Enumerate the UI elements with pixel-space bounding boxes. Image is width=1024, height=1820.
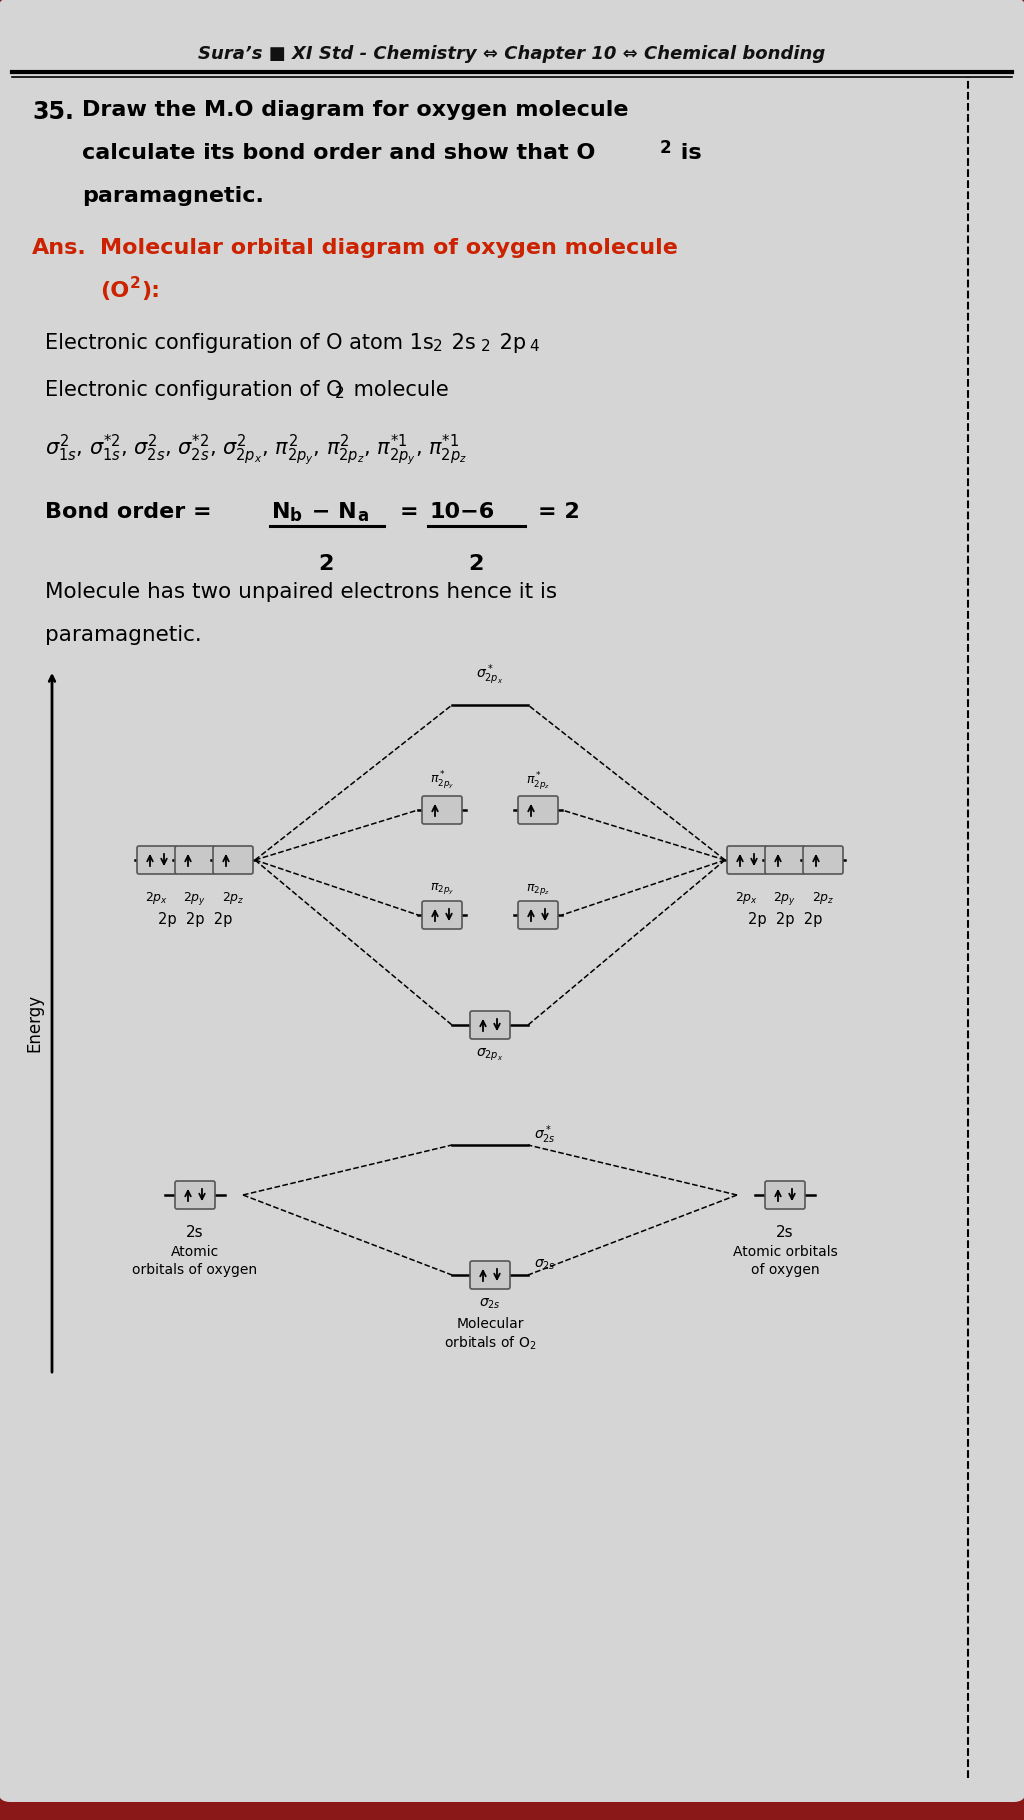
FancyBboxPatch shape	[213, 846, 253, 874]
Text: a: a	[357, 508, 368, 524]
Text: Molecular orbital diagram of oxygen molecule: Molecular orbital diagram of oxygen mole…	[100, 238, 678, 258]
Text: 2s: 2s	[776, 1225, 794, 1239]
Text: 10−6: 10−6	[430, 502, 496, 522]
Text: Atomic orbitals: Atomic orbitals	[732, 1245, 838, 1259]
FancyBboxPatch shape	[803, 846, 843, 874]
Text: $\sigma^*_{2p_x}$: $\sigma^*_{2p_x}$	[476, 662, 504, 686]
Text: ):: ):	[141, 280, 160, 300]
Text: Molecule has two unpaired electrons hence it is: Molecule has two unpaired electrons henc…	[45, 582, 557, 602]
Text: (O: (O	[100, 280, 129, 300]
Text: $2p_y$: $2p_y$	[183, 890, 207, 906]
Text: $\pi_{2p_z}$: $\pi_{2p_z}$	[526, 883, 550, 897]
Text: 2s: 2s	[186, 1225, 204, 1239]
Text: b: b	[290, 508, 302, 524]
FancyBboxPatch shape	[422, 901, 462, 928]
Text: 2s: 2s	[445, 333, 476, 353]
FancyBboxPatch shape	[137, 846, 177, 874]
Text: Energy: Energy	[25, 994, 43, 1052]
FancyBboxPatch shape	[518, 901, 558, 928]
Text: $2p_x$: $2p_x$	[145, 890, 169, 906]
FancyBboxPatch shape	[765, 1181, 805, 1208]
Text: Electronic configuration of O: Electronic configuration of O	[45, 380, 342, 400]
Text: paramagnetic.: paramagnetic.	[45, 624, 202, 644]
Text: $\sigma_{2s}$: $\sigma_{2s}$	[534, 1258, 556, 1272]
Text: 4: 4	[529, 339, 539, 355]
Text: orbitals of O$_2$: orbitals of O$_2$	[443, 1336, 537, 1352]
Text: = 2: = 2	[538, 502, 580, 522]
FancyBboxPatch shape	[765, 846, 805, 874]
FancyBboxPatch shape	[470, 1261, 510, 1289]
Text: is: is	[673, 144, 701, 164]
Text: $\sigma_{2p_x}$: $\sigma_{2p_x}$	[476, 1046, 504, 1063]
Text: 2: 2	[130, 277, 140, 291]
Text: $2p_x$: $2p_x$	[735, 890, 759, 906]
Text: 2p  2p  2p: 2p 2p 2p	[748, 912, 822, 926]
Text: 2: 2	[318, 553, 334, 573]
FancyBboxPatch shape	[518, 795, 558, 824]
Text: $2p_z$: $2p_z$	[812, 890, 835, 906]
Text: 2p: 2p	[493, 333, 526, 353]
Text: 2: 2	[433, 339, 442, 355]
Text: − N: − N	[304, 502, 356, 522]
Text: calculate its bond order and show that O: calculate its bond order and show that O	[82, 144, 595, 164]
Text: $\sigma^2_{1s}$, $\sigma^{*2}_{1s}$, $\sigma^2_{2s}$, $\sigma^{*2}_{2s}$, $\sigm: $\sigma^2_{1s}$, $\sigma^{*2}_{1s}$, $\s…	[45, 431, 467, 468]
Text: Draw the M.O diagram for oxygen molecule: Draw the M.O diagram for oxygen molecule	[82, 100, 629, 120]
Text: $2p_y$: $2p_y$	[773, 890, 797, 906]
Text: 2: 2	[335, 386, 345, 400]
Text: 35.: 35.	[32, 100, 74, 124]
Text: $\pi_{2p_y}$: $\pi_{2p_y}$	[430, 883, 455, 897]
Text: =: =	[400, 502, 419, 522]
FancyBboxPatch shape	[175, 1181, 215, 1208]
Text: 2p  2p  2p: 2p 2p 2p	[158, 912, 232, 926]
FancyBboxPatch shape	[470, 1010, 510, 1039]
Text: $\pi^*_{2p_y}$: $\pi^*_{2p_y}$	[430, 770, 455, 792]
Text: $\pi^*_{2p_z}$: $\pi^*_{2p_z}$	[526, 770, 550, 792]
Text: Bond order =: Bond order =	[45, 502, 212, 522]
Text: Molecular: Molecular	[457, 1318, 523, 1330]
Text: 2: 2	[481, 339, 490, 355]
Text: N: N	[272, 502, 291, 522]
Text: Ans.: Ans.	[32, 238, 87, 258]
Text: $\sigma^*_{2s}$: $\sigma^*_{2s}$	[534, 1123, 556, 1147]
Text: orbitals of oxygen: orbitals of oxygen	[132, 1263, 258, 1278]
Text: $\sigma_{2s}$: $\sigma_{2s}$	[479, 1298, 501, 1312]
Text: paramagnetic.: paramagnetic.	[82, 186, 264, 206]
Text: molecule: molecule	[347, 380, 449, 400]
Text: of oxygen: of oxygen	[751, 1263, 819, 1278]
Text: Sura’s ■ XI Std - Chemistry ⇔ Chapter 10 ⇔ Chemical bonding: Sura’s ■ XI Std - Chemistry ⇔ Chapter 10…	[199, 46, 825, 64]
Text: $2p_z$: $2p_z$	[221, 890, 245, 906]
FancyBboxPatch shape	[422, 795, 462, 824]
Text: Atomic: Atomic	[171, 1245, 219, 1259]
Text: 2: 2	[468, 553, 483, 573]
Text: 2: 2	[660, 138, 672, 157]
FancyBboxPatch shape	[175, 846, 215, 874]
FancyBboxPatch shape	[727, 846, 767, 874]
Text: Electronic configuration of O atom 1s: Electronic configuration of O atom 1s	[45, 333, 434, 353]
